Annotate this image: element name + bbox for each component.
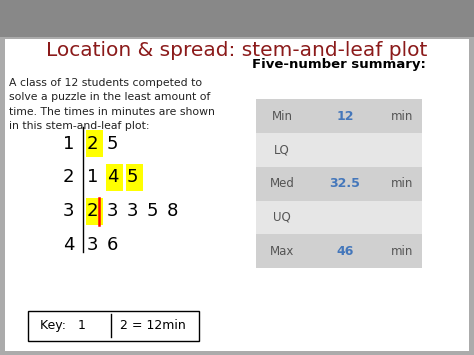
FancyBboxPatch shape xyxy=(28,311,199,341)
Text: 46: 46 xyxy=(336,245,354,258)
Text: A class of 12 students competed to
solve a puzzle in the least amount of
time. T: A class of 12 students competed to solve… xyxy=(9,78,215,131)
Text: 5: 5 xyxy=(146,202,158,220)
Text: 4: 4 xyxy=(63,236,74,254)
Text: Med: Med xyxy=(270,177,294,190)
Text: 8: 8 xyxy=(166,202,178,220)
Text: 5: 5 xyxy=(107,135,118,153)
Text: 4: 4 xyxy=(107,169,118,186)
Text: UQ: UQ xyxy=(273,211,291,224)
Text: 3: 3 xyxy=(87,236,98,254)
Text: min: min xyxy=(391,177,413,190)
Text: 6: 6 xyxy=(107,236,118,254)
Text: Max: Max xyxy=(270,245,294,258)
Text: 5: 5 xyxy=(127,169,138,186)
Text: 2: 2 xyxy=(63,169,74,186)
Text: 3: 3 xyxy=(63,202,74,220)
FancyBboxPatch shape xyxy=(86,130,103,157)
FancyBboxPatch shape xyxy=(5,39,469,351)
FancyBboxPatch shape xyxy=(256,133,422,167)
Text: 12: 12 xyxy=(336,110,354,123)
Text: 2: 2 xyxy=(87,202,98,220)
Text: 3: 3 xyxy=(127,202,138,220)
Text: 32.5: 32.5 xyxy=(329,177,360,190)
FancyBboxPatch shape xyxy=(86,198,103,225)
Text: LQ: LQ xyxy=(274,143,290,157)
FancyBboxPatch shape xyxy=(106,164,123,191)
Text: Key:   1: Key: 1 xyxy=(40,319,86,332)
Text: min: min xyxy=(391,110,413,123)
FancyBboxPatch shape xyxy=(256,234,422,268)
Text: 2 = 12min: 2 = 12min xyxy=(120,319,186,332)
Text: 1: 1 xyxy=(87,169,98,186)
FancyBboxPatch shape xyxy=(126,164,143,191)
Text: 3: 3 xyxy=(107,202,118,220)
FancyBboxPatch shape xyxy=(256,99,422,133)
Text: Location & spread: stem-and-leaf plot: Location & spread: stem-and-leaf plot xyxy=(46,41,428,60)
Text: min: min xyxy=(391,245,413,258)
FancyBboxPatch shape xyxy=(0,0,474,37)
Text: Min: Min xyxy=(272,110,292,123)
Text: 1: 1 xyxy=(63,135,74,153)
Text: 2: 2 xyxy=(87,135,98,153)
Text: Five-number summary:: Five-number summary: xyxy=(252,59,426,71)
FancyBboxPatch shape xyxy=(256,201,422,234)
FancyBboxPatch shape xyxy=(256,167,422,201)
